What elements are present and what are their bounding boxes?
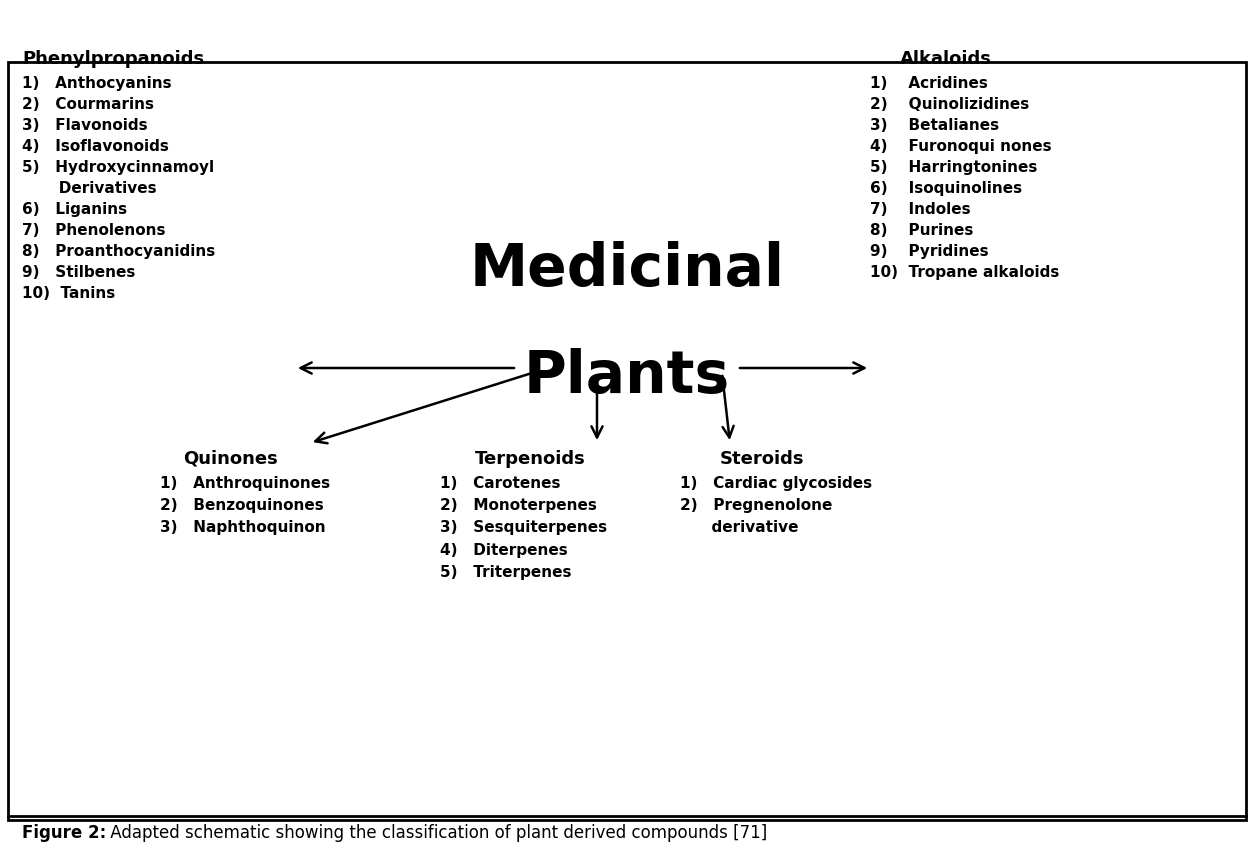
Text: Alkaloids: Alkaloids	[900, 50, 992, 68]
FancyBboxPatch shape	[8, 62, 1246, 820]
Text: 1)    Acridines
2)    Quinolizidines
3)    Betalianes
4)    Furonoqui nones
5)  : 1) Acridines 2) Quinolizidines 3) Betali…	[870, 76, 1060, 280]
Text: Quinones: Quinones	[183, 450, 277, 468]
Text: Medicinal: Medicinal	[469, 241, 785, 298]
Text: 1)   Carotenes
2)   Monoterpenes
3)   Sesquiterpenes
4)   Diterpenes
5)   Triter: 1) Carotenes 2) Monoterpenes 3) Sesquite…	[440, 476, 607, 580]
Text: Adapted schematic showing the classification of plant derived compounds [71]: Adapted schematic showing the classifica…	[105, 824, 767, 842]
Text: Terpenoids: Terpenoids	[474, 450, 586, 468]
Text: Steroids: Steroids	[720, 450, 805, 468]
Text: 1)   Anthroquinones
2)   Benzoquinones
3)   Naphthoquinon: 1) Anthroquinones 2) Benzoquinones 3) Na…	[161, 476, 330, 535]
Text: Phenylpropanoids: Phenylpropanoids	[23, 50, 204, 68]
Text: 1)   Anthocyanins
2)   Courmarins
3)   Flavonoids
4)   Isoflavonoids
5)   Hydrox: 1) Anthocyanins 2) Courmarins 3) Flavono…	[23, 76, 216, 301]
Text: Figure 2:: Figure 2:	[23, 824, 107, 842]
Text: 1)   Cardiac glycosides
2)   Pregnenolone
      derivative: 1) Cardiac glycosides 2) Pregnenolone de…	[680, 476, 872, 535]
Text: Plants: Plants	[524, 348, 730, 405]
